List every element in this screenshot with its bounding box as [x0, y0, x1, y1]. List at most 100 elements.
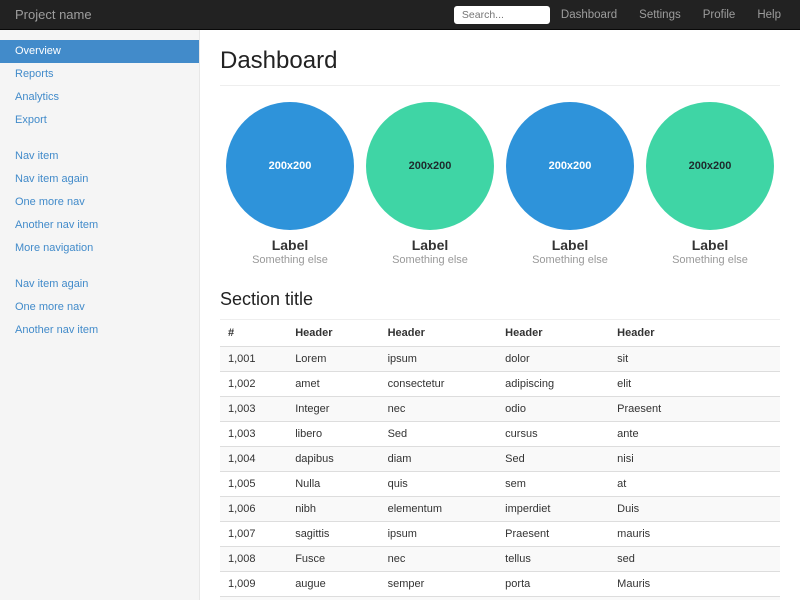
table-cell: augue	[287, 571, 380, 597]
page-layout: Overview Reports Analytics Export Nav item Na…	[0, 30, 800, 600]
search-input[interactable]	[453, 5, 550, 24]
sidebar-item-one-more-nav[interactable]: One more nav	[15, 196, 85, 208]
table-cell: Integer	[287, 396, 380, 422]
sidebar-group: Overview Reports Analytics Export	[0, 40, 199, 132]
table-cell: 1,007	[220, 521, 288, 547]
sidebar-item-overview[interactable]: Overview	[0, 40, 199, 63]
table-cell: nisi	[609, 446, 780, 472]
table-row: 1,006 nibh elementum imperdiet Duis	[220, 496, 780, 522]
table-cell: 1,005	[220, 471, 288, 497]
table-cell: 1,009	[220, 571, 288, 597]
sidebar-item-export[interactable]: Export	[15, 114, 47, 126]
table-cell: diam	[379, 446, 498, 472]
table-cell: elementum	[379, 496, 498, 522]
table-cell: libero	[287, 421, 380, 447]
table-cell: Mauris	[609, 571, 780, 597]
main-content: Dashboard 200x200 Label Something else 200x…	[200, 30, 800, 600]
table-cell: 1,002	[220, 371, 288, 397]
placeholder-circle-image: 200x200	[366, 102, 494, 230]
sidebar-group: Nav item Nav item again One more nav Anothe…	[0, 145, 199, 260]
table-row: 1,008 Fusce nec tellus sed	[220, 546, 780, 572]
sidebar-item-nav-item-again[interactable]: Nav item again	[15, 173, 89, 185]
table-cell: Duis	[609, 496, 780, 522]
table-cell: sem	[497, 471, 610, 497]
placeholder-column: 200x200 Label Something else	[500, 102, 640, 266]
table-cell: mauris	[609, 521, 780, 547]
table-cell: ipsum	[379, 346, 498, 372]
table-cell: adipiscing	[497, 371, 610, 397]
placeholder-circle-image: 200x200	[646, 102, 774, 230]
table-cell: amet	[287, 371, 380, 397]
table-cell: porta	[497, 571, 610, 597]
placeholder-circle-image: 200x200	[506, 102, 634, 230]
table-header-cell: Header	[497, 320, 610, 347]
table-cell: consectetur	[379, 371, 498, 397]
sidebar-item-one-more-nav[interactable]: One more nav	[15, 301, 85, 313]
placeholder-column: 200x200 Label Something else	[360, 102, 500, 266]
sidebar-item-analytics[interactable]: Analytics	[15, 91, 60, 103]
table-body: 1,001 Lorem ipsum dolor sit 1,002 amet consecte…	[220, 346, 780, 600]
table-cell: at	[609, 471, 780, 497]
table-cell: nibh	[287, 496, 380, 522]
table-cell: nec	[379, 396, 498, 422]
placeholder-column: 200x200 Label Something else	[220, 102, 360, 266]
table-cell: tellus	[497, 546, 610, 572]
table-cell: Fusce	[287, 546, 380, 572]
table-row: 1,007 sagittis ipsum Praesent mauris	[220, 521, 780, 547]
navbar-link-help[interactable]: Help	[757, 8, 781, 21]
placeholder-sublabel: Something else	[672, 254, 748, 266]
table-cell: nec	[379, 546, 498, 572]
table-header-row: # Header Header Header Header	[220, 320, 780, 347]
table-cell: lacinia	[497, 596, 610, 600]
table-cell: Vestibulum	[379, 596, 498, 600]
navbar-link-settings[interactable]: Settings	[639, 8, 681, 21]
table-cell: elit	[609, 371, 780, 397]
table-cell: 1,003	[220, 421, 288, 447]
table-cell: Praesent	[497, 521, 610, 547]
table-cell: semper	[379, 571, 498, 597]
sidebar-item-nav-item[interactable]: Nav item	[15, 150, 59, 162]
sidebar-group: Nav item again One more nav Another nav it…	[0, 273, 199, 342]
table-header-cell: Header	[287, 320, 380, 347]
table-cell: sed	[609, 546, 780, 572]
table-row: 1,001 Lorem ipsum dolor sit	[220, 346, 780, 372]
placeholder-label: Label	[411, 237, 449, 253]
table-cell: 1,008	[220, 546, 288, 572]
table-cell: Sed	[497, 446, 610, 472]
top-navbar: Project name Dashboard Settings Profile Hel…	[0, 0, 800, 30]
table-cell: imperdiet	[497, 496, 610, 522]
sidebar-item-another-nav-item[interactable]: Another nav item	[15, 324, 99, 336]
table-cell: Praesent	[609, 396, 780, 422]
table-header-cell: Header	[379, 320, 498, 347]
placeholder-label: Label	[551, 237, 589, 253]
table-cell: 1,003	[220, 396, 288, 422]
table-cell: massa	[287, 596, 380, 600]
table-row: 1,005 Nulla quis sem at	[220, 471, 780, 497]
table-cell: 1,010	[220, 596, 288, 600]
brand-title[interactable]: Project name	[15, 7, 92, 22]
navbar-link-profile[interactable]: Profile	[702, 8, 736, 21]
sidebar-nav: Overview Reports Analytics Export Nav item Na…	[0, 30, 200, 600]
navbar-link-dashboard[interactable]: Dashboard	[560, 8, 618, 21]
sidebar-item-nav-item-again[interactable]: Nav item again	[15, 278, 89, 290]
table-cell: dapibus	[287, 446, 380, 472]
table-cell: 1,006	[220, 496, 288, 522]
table-row: 1,009 augue semper porta Mauris	[220, 571, 780, 597]
sidebar-item-reports[interactable]: Reports	[15, 68, 54, 80]
table-row: 1,004 dapibus diam Sed nisi	[220, 446, 780, 472]
table-cell: ipsum	[379, 521, 498, 547]
table-cell: Sed	[379, 421, 498, 447]
placeholder-sublabel: Something else	[532, 254, 608, 266]
table-row: 1,010massaVestibulumlaciniaarcu	[220, 596, 780, 600]
sidebar-item-more-navigation[interactable]: More navigation	[15, 242, 94, 254]
page-title: Dashboard	[220, 47, 780, 86]
sidebar-item-another-nav-item[interactable]: Another nav item	[15, 219, 99, 231]
table-cell: Nulla	[287, 471, 380, 497]
table-header-cell: #	[220, 320, 288, 347]
table-cell: quis	[379, 471, 498, 497]
placeholder-row: 200x200 Label Something else 200x200 Label So…	[220, 102, 780, 266]
table-cell: cursus	[497, 421, 610, 447]
data-table: # Header Header Header Header 1,001 Lorem ipsu…	[220, 320, 780, 600]
table-cell: ante	[609, 421, 780, 447]
table-cell: odio	[497, 396, 610, 422]
